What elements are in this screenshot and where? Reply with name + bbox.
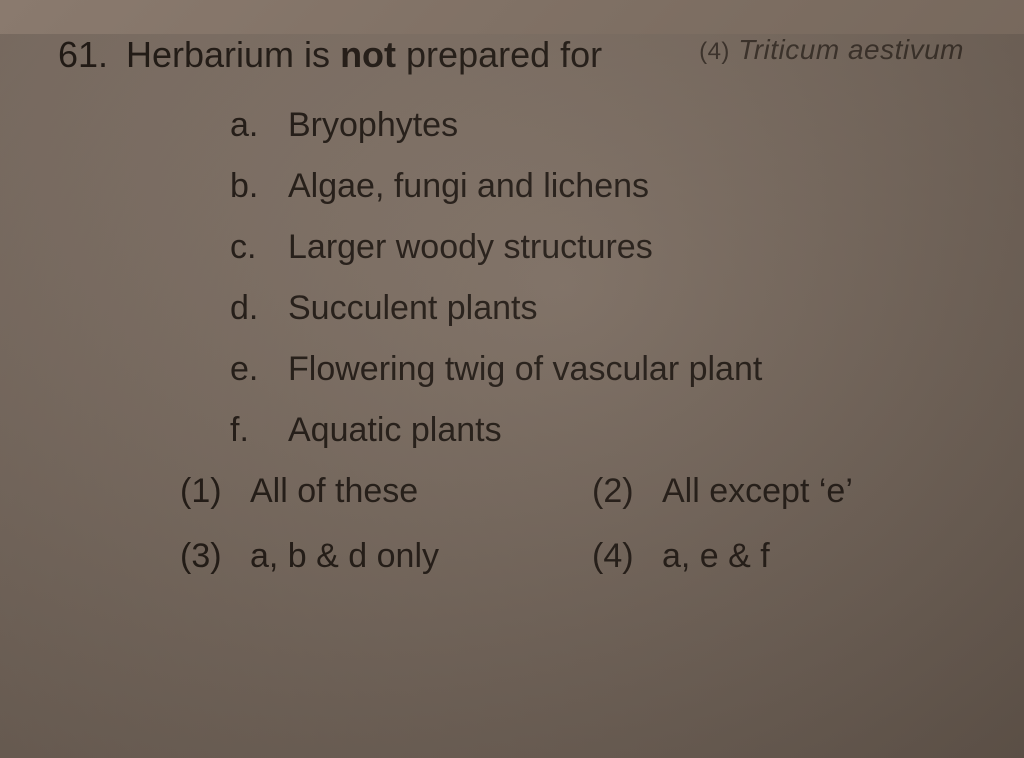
answer-number: (2) [592, 472, 648, 511]
option-text: Succulent plants [288, 289, 538, 328]
previous-answer-text: Triticum aestivum [738, 34, 964, 65]
answer-number: (3) [180, 537, 236, 576]
question-number: 61. [50, 34, 108, 76]
answer-3: (3) a, b & d only [180, 537, 582, 576]
option-letter: d. [230, 289, 266, 328]
stem-bold: not [340, 34, 396, 75]
answer-text: a, b & d only [250, 537, 439, 576]
page: (4) Triticum aestivum 61. Herbarium is n… [0, 34, 1024, 758]
answer-1: (1) All of these [180, 472, 582, 511]
option-a: a. Bryophytes [230, 106, 994, 145]
answer-number: (4) [592, 537, 648, 576]
option-text: Bryophytes [288, 106, 458, 145]
answer-text: All of these [250, 472, 418, 511]
option-text: Aquatic plants [288, 411, 502, 450]
options-block: a. Bryophytes b. Algae, fungi and lichen… [230, 106, 994, 450]
option-c: c. Larger woody structures [230, 228, 994, 267]
option-letter: e. [230, 350, 266, 389]
option-d: d. Succulent plants [230, 289, 994, 328]
question-stem: Herbarium is not prepared for [126, 34, 602, 76]
previous-question-partial: (4) Triticum aestivum [699, 34, 964, 66]
option-letter: f. [230, 411, 266, 450]
answer-4: (4) a, e & f [592, 537, 994, 576]
option-b: b. Algae, fungi and lichens [230, 167, 994, 206]
answer-text: All except ‘e’ [662, 472, 853, 511]
option-letter: c. [230, 228, 266, 267]
answer-text: a, e & f [662, 537, 770, 576]
option-letter: b. [230, 167, 266, 206]
answer-number: (1) [180, 472, 236, 511]
previous-answer-number: (4) [699, 38, 730, 65]
stem-after: prepared for [396, 34, 602, 75]
option-text: Flowering twig of vascular plant [288, 350, 762, 389]
answer-2: (2) All except ‘e’ [592, 472, 994, 511]
option-letter: a. [230, 106, 266, 145]
option-text: Larger woody structures [288, 228, 653, 267]
answers-block: (1) All of these (2) All except ‘e’ (3) … [180, 472, 994, 576]
option-f: f. Aquatic plants [230, 411, 994, 450]
option-text: Algae, fungi and lichens [288, 167, 649, 206]
stem-before: Herbarium is [126, 34, 340, 75]
option-e: e. Flowering twig of vascular plant [230, 350, 994, 389]
